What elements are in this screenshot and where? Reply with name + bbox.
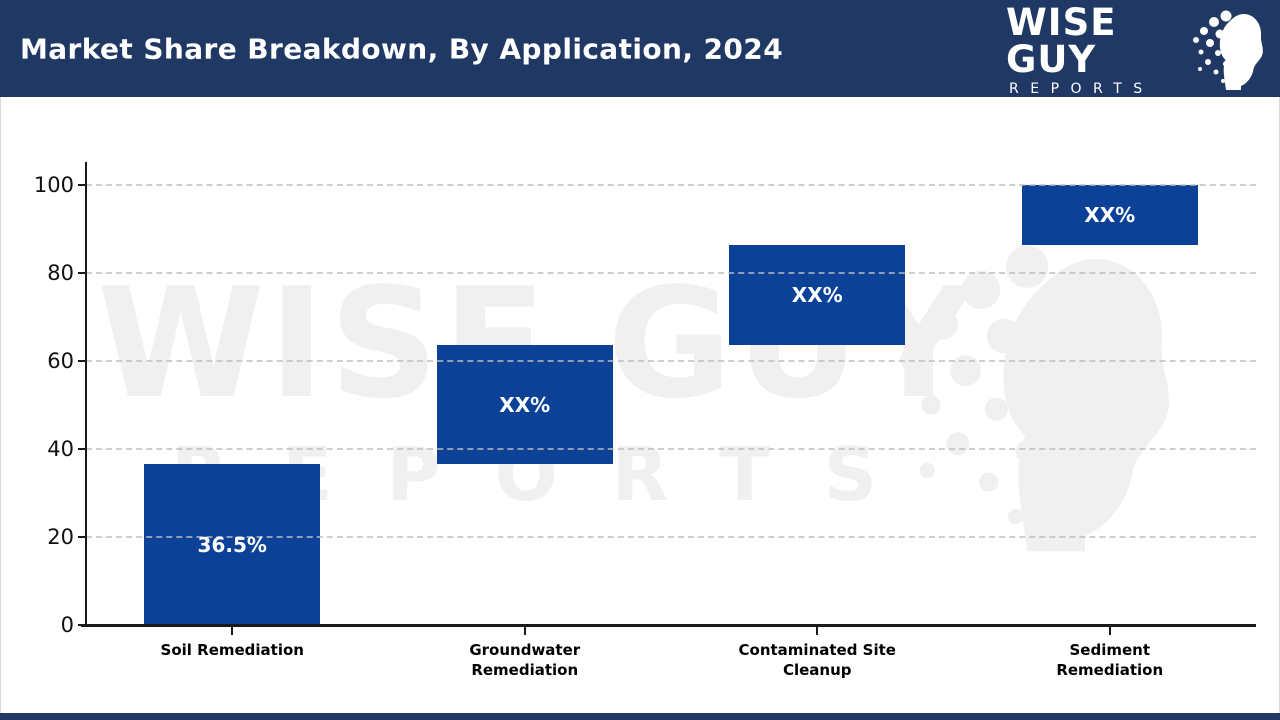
page-title: Market Share Breakdown, By Application, … <box>20 32 784 65</box>
x-axis-tick-0 <box>231 627 234 635</box>
gridline-20 <box>86 536 1256 538</box>
bar-value-label-0: 36.5% <box>197 532 267 557</box>
footer-bar <box>0 713 1280 720</box>
gridline-80 <box>86 272 1256 274</box>
y-tick-label-40: 40 <box>47 437 74 461</box>
bar-value-label-1: XX% <box>499 392 551 417</box>
y-tick-label-60: 60 <box>47 349 74 373</box>
bar-value-label-3: XX% <box>1084 202 1136 227</box>
x-axis <box>81 624 1256 627</box>
y-axis-tick-40 <box>78 448 86 450</box>
y-axis-tick-100 <box>78 184 86 186</box>
y-axis-tick-80 <box>78 272 86 274</box>
bar-3 <box>1021 185 1198 245</box>
logo-subtitle: REPORTS <box>1009 81 1154 97</box>
bar-1 <box>436 345 613 465</box>
wise-guy-logo: WISE GUY REPORTS <box>1006 4 1266 96</box>
y-tick-label-0: 0 <box>60 613 74 637</box>
gridline-100 <box>86 184 1256 186</box>
gridline-60 <box>86 360 1256 362</box>
x-axis-tick-1 <box>523 627 526 635</box>
y-tick-label-100: 100 <box>33 173 74 197</box>
y-tick-label-80: 80 <box>47 261 74 285</box>
watermark-head-icon <box>900 245 1169 552</box>
category-label-3: Sediment Remediation <box>1056 641 1164 680</box>
bar-0 <box>144 464 321 625</box>
y-axis-tick-60 <box>78 360 86 362</box>
y-tick-label-20: 20 <box>47 525 74 549</box>
logo-text: WISE GUY REPORTS <box>1006 4 1194 96</box>
category-label-2: Contaminated Site Cleanup <box>738 641 896 680</box>
bar-2 <box>729 244 906 346</box>
y-axis-tick-20 <box>78 536 86 538</box>
header-bar: Market Share Breakdown, By Application, … <box>0 0 1280 97</box>
y-axis <box>85 162 87 625</box>
chart-canvas: WISE GUY REPORTS 0 20 40 60 80 100 36.5% Soil R… <box>0 97 1280 713</box>
dotted-head-icon <box>1193 10 1263 90</box>
category-label-1: Groundwater Remediation <box>469 641 581 680</box>
bar-value-label-2: XX% <box>791 283 843 307</box>
x-axis-tick-3 <box>1108 627 1111 635</box>
x-axis-tick-2 <box>816 627 819 635</box>
logo-wordmark: WISE GUY <box>1006 1 1117 81</box>
gridline-40 <box>86 448 1256 450</box>
category-label-0: Soil Remediation <box>160 641 304 659</box>
